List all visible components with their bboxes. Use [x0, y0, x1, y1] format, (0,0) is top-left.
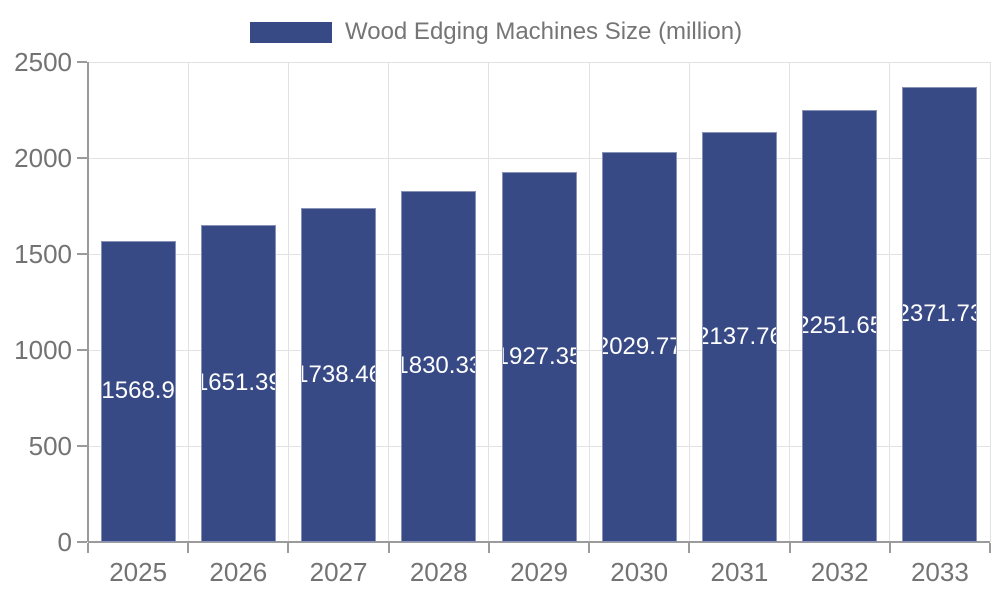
gridline-vertical — [688, 62, 690, 542]
x-axis-tick-label: 2029 — [510, 557, 568, 587]
x-axis-tick — [888, 543, 891, 553]
bar-2028: 1830.33 — [401, 190, 477, 542]
x-axis-tick-label: 2031 — [710, 557, 769, 587]
y-axis-tick-label: 0 — [57, 527, 72, 557]
y-axis-tick — [77, 253, 87, 255]
gridline-vertical — [789, 62, 791, 542]
bar-value-label: 1568.9 — [101, 377, 175, 405]
y-axis-line — [87, 62, 89, 542]
gridline-vertical — [889, 62, 891, 542]
legend-label: Wood Edging Machines Size (million) — [345, 18, 743, 45]
y-axis-tick — [77, 61, 87, 63]
gridline-horizontal — [88, 157, 990, 159]
y-axis-tick-label: 1000 — [14, 335, 72, 365]
x-axis-tick — [788, 543, 791, 553]
y-axis-tick — [77, 349, 87, 351]
bar-value-label: 2251.65 — [803, 311, 876, 339]
bar-value-label: 2137.76 — [703, 322, 776, 350]
x-axis-tick — [588, 543, 591, 553]
gridline-vertical — [488, 62, 490, 542]
x-axis-tick — [487, 543, 490, 553]
x-axis-tick — [87, 543, 89, 553]
x-axis-tick-label: 2032 — [810, 557, 869, 587]
x-axis-tick-label: 2033 — [910, 557, 969, 587]
x-axis-line — [88, 541, 990, 543]
y-axis-tick-label: 2500 — [14, 47, 72, 77]
gridline-vertical — [989, 62, 991, 542]
bar-2029: 1927.35 — [501, 171, 577, 542]
bar-2026: 1651.39 — [200, 224, 276, 542]
x-axis-tick-label: 2027 — [309, 557, 368, 587]
bar-2025: 1568.9 — [100, 240, 176, 542]
y-axis-tick-label: 500 — [28, 431, 72, 461]
bar-2027: 1738.46 — [301, 208, 377, 542]
bar-value-label: 1738.46 — [302, 361, 375, 389]
gridline-vertical — [287, 62, 289, 542]
legend-swatch — [250, 21, 332, 43]
x-axis-tick-label: 2028 — [409, 557, 468, 587]
y-axis-tick — [77, 445, 87, 447]
x-axis-tick-label: 2030 — [610, 557, 669, 587]
bar-value-label: 1830.33 — [402, 352, 475, 380]
x-axis-tick — [989, 543, 991, 553]
plot-area: 0 500 1000 1500 2000 2500 1568.9 2025 1651.39 202… — [14, 47, 991, 587]
y-axis-tick — [77, 541, 87, 543]
bar-2032: 2251.65 — [802, 109, 878, 542]
gridline-vertical — [187, 62, 189, 542]
x-axis-tick — [688, 543, 691, 553]
bar-2030: 2029.77 — [601, 152, 677, 542]
y-axis-tick-label: 2000 — [14, 143, 72, 173]
bar-value-label: 1651.39 — [202, 369, 275, 397]
y-axis-tick — [77, 157, 87, 159]
y-axis-tick-label: 1500 — [14, 239, 72, 269]
x-axis-tick — [187, 543, 190, 553]
bar-value-label: 1927.35 — [503, 342, 576, 370]
x-axis-tick-label: 2025 — [109, 557, 168, 587]
bar-value-label: 2029.77 — [603, 333, 676, 361]
bar-2031: 2137.76 — [701, 131, 777, 542]
x-axis-tick — [287, 543, 290, 553]
legend: Wood Edging Machines Size (million) — [250, 18, 742, 46]
gridline-vertical — [588, 62, 590, 542]
gridline-vertical — [388, 62, 390, 542]
x-axis-tick-label: 2026 — [209, 557, 268, 587]
gridline-horizontal — [88, 61, 990, 63]
x-axis-tick — [387, 543, 390, 553]
